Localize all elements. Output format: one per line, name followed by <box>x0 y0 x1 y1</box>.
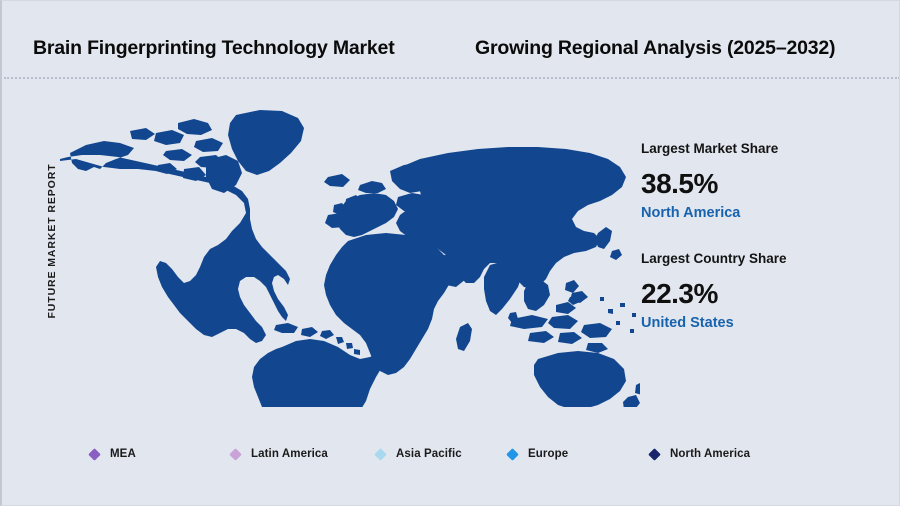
new-zealand-shape <box>623 383 640 407</box>
legend-marker-icon <box>229 447 242 461</box>
stat-value: 22.3% <box>641 278 718 310</box>
philippines-shape <box>565 280 580 305</box>
legend-item-latin-america[interactable]: Latin America <box>229 447 328 461</box>
header-divider <box>4 77 899 79</box>
legend-item-mea[interactable]: MEA <box>88 447 136 461</box>
legend-item-north-america[interactable]: North America <box>648 447 751 461</box>
legend-marker-icon <box>506 447 519 461</box>
south-america-shape <box>252 339 384 407</box>
stat-region: United States <box>641 315 734 332</box>
british-isles-shape <box>333 195 362 215</box>
page-subtitle: Growing Regional Analysis (2025–2032) <box>475 37 836 59</box>
legend-item-label: Europe <box>528 448 569 460</box>
europe-shape <box>325 181 430 237</box>
header: Brain Fingerprinting Technology Market G… <box>2 1 899 79</box>
legend-item-label: Asia Pacific <box>396 448 462 460</box>
arabia-shape <box>434 253 470 287</box>
landmasses <box>60 110 640 407</box>
africa-shape <box>324 233 452 375</box>
world-map <box>60 97 640 407</box>
stat-block-market-share: Largest Market Share 38.5% North America <box>641 141 891 222</box>
stat-value: 38.5% <box>641 167 718 199</box>
legend-marker-icon <box>88 447 101 461</box>
indonesia-shape <box>510 291 612 353</box>
stat-block-country-share: Largest Country Share 22.3% United State… <box>641 251 891 332</box>
legend-item-label: MEA <box>110 448 136 460</box>
stats-panel: Largest Market Share 38.5% North America… <box>641 141 891 361</box>
brand-watermark: FUTURE MARKET REPORT <box>46 163 58 319</box>
stat-label: Largest Country Share <box>641 251 787 267</box>
japan-shape <box>595 227 622 260</box>
greenland-shape <box>228 110 304 175</box>
stat-label: Largest Market Share <box>641 141 779 156</box>
india-shape <box>484 261 522 315</box>
legend: MEA Latin America Asia Pacific Europe No… <box>88 447 790 470</box>
legend-item-label: North America <box>670 448 751 460</box>
world-map-svg <box>60 110 640 407</box>
pacific-islands-shape <box>600 297 636 333</box>
legend-marker-icon <box>648 447 661 461</box>
caribbean-shape <box>274 323 360 355</box>
north-america-shape <box>60 141 290 343</box>
legend-marker-icon <box>374 447 387 461</box>
legend-item-label: Latin America <box>251 448 328 460</box>
sri-lanka-shape <box>508 312 518 323</box>
legend-item-europe[interactable]: Europe <box>506 447 569 461</box>
page-title: Brain Fingerprinting Technology Market <box>33 37 395 59</box>
southeast-asia-shape <box>524 279 550 311</box>
legend-item-asia-pacific[interactable]: Asia Pacific <box>374 447 462 461</box>
arctic-islands-shape <box>130 119 224 181</box>
madagascar-shape <box>456 323 472 351</box>
iceland-shape <box>324 174 350 187</box>
stat-region: North America <box>641 205 741 222</box>
australia-shape <box>534 351 626 407</box>
